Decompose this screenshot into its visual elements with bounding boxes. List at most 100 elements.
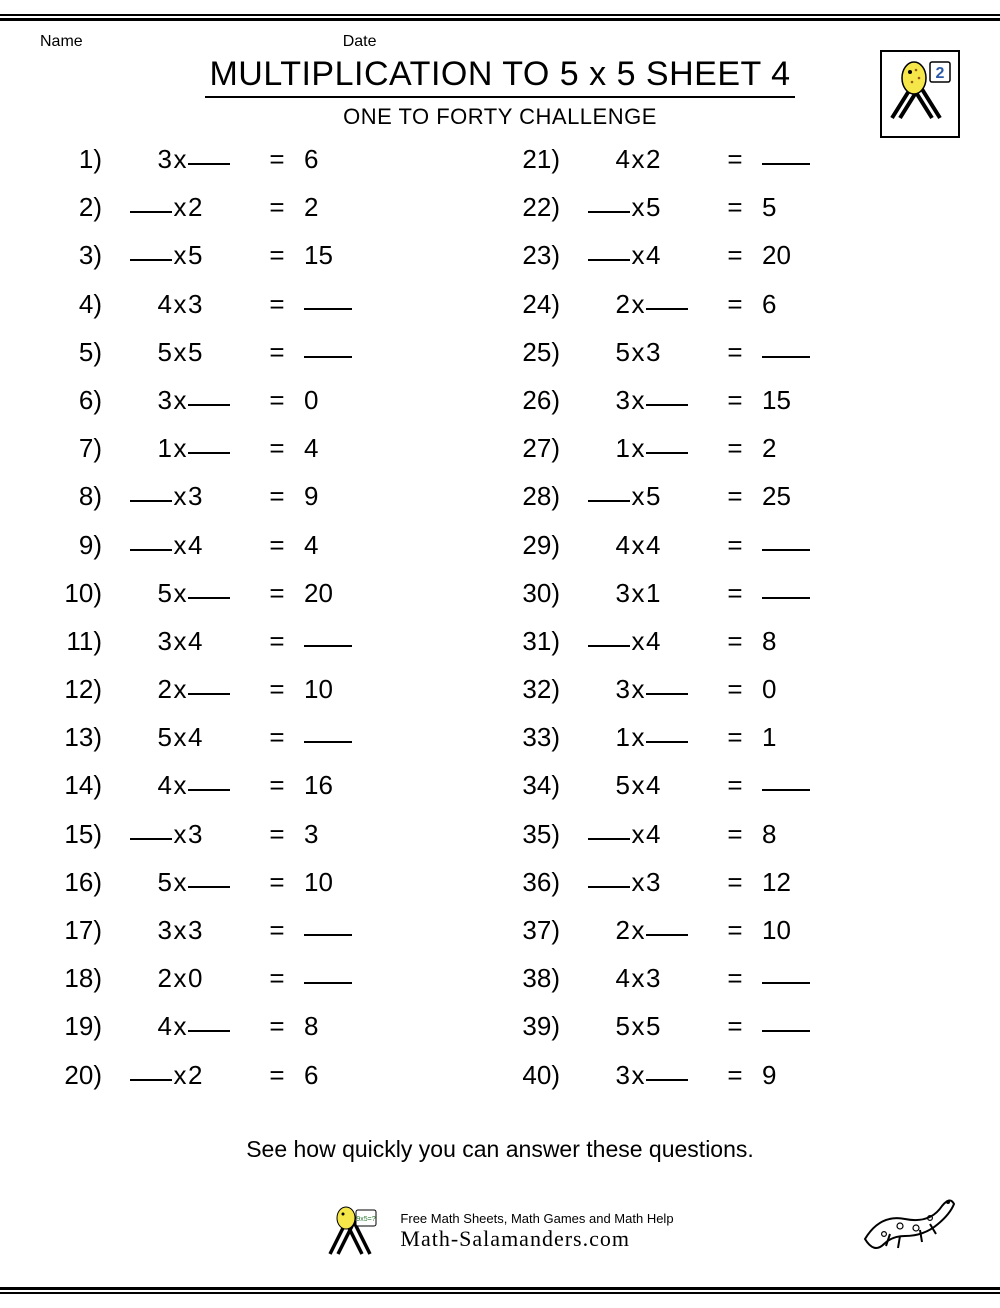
problem-number: 21) [510,144,566,175]
operand-a: 4 [566,530,630,561]
operand-a[interactable] [566,192,630,223]
operand-a[interactable] [108,192,172,223]
operator: x [630,1011,646,1042]
operand-b[interactable] [188,674,256,705]
worksheet-subtitle: ONE TO FORTY CHALLENGE [0,104,1000,130]
result[interactable] [298,963,358,994]
result: 20 [298,578,358,609]
operand-b: 3 [646,867,714,898]
operand-a[interactable] [566,819,630,850]
equals-sign: = [714,240,756,271]
result[interactable] [756,963,816,994]
result[interactable] [756,770,816,801]
brand-tagline: Free Math Sheets, Math Games and Math He… [400,1211,673,1226]
operand-a[interactable] [108,1060,172,1091]
operand-a: 5 [108,337,172,368]
problem-row: 21)4x2= [510,144,940,192]
operand-a[interactable] [108,819,172,850]
equals-sign: = [256,240,298,271]
operator: x [172,674,188,705]
result[interactable] [298,337,358,368]
operand-a[interactable] [566,626,630,657]
problem-number: 8) [52,481,108,512]
operand-b[interactable] [188,385,256,416]
operand-b[interactable] [188,1011,256,1042]
worksheet-title: MULTIPLICATION TO 5 x 5 SHEET 4 [205,55,794,98]
operand-b[interactable] [188,770,256,801]
operand-b: 4 [646,770,714,801]
operand-a[interactable] [108,240,172,271]
result[interactable] [756,530,816,561]
result[interactable] [298,289,358,320]
problem-number: 38) [510,963,566,994]
operand-a: 3 [566,674,630,705]
operand-a: 3 [108,915,172,946]
operand-b[interactable] [646,915,714,946]
result[interactable] [756,337,816,368]
equals-sign: = [714,192,756,223]
equals-sign: = [714,722,756,753]
result: 10 [298,674,358,705]
operand-b[interactable] [646,674,714,705]
operand-a: 5 [566,1011,630,1042]
operand-b: 5 [188,337,256,368]
result[interactable] [756,1011,816,1042]
operand-b: 4 [188,530,256,561]
operand-b[interactable] [646,385,714,416]
operand-b: 3 [188,819,256,850]
operand-a: 3 [566,578,630,609]
operand-b[interactable] [646,722,714,753]
result: 8 [756,819,816,850]
operand-b[interactable] [188,433,256,464]
operand-b[interactable] [188,867,256,898]
operator: x [630,481,646,512]
operand-a: 4 [108,1011,172,1042]
result[interactable] [756,578,816,609]
operator: x [172,337,188,368]
operand-a[interactable] [108,481,172,512]
problem-number: 24) [510,289,566,320]
operand-b: 5 [188,240,256,271]
result: 6 [298,1060,358,1091]
operand-b[interactable] [646,289,714,320]
equals-sign: = [714,674,756,705]
result[interactable] [298,915,358,946]
operand-b[interactable] [646,433,714,464]
problems-col-right: 21)4x2=22)x5=523)x4=2024)2x=625)5x3=26)3… [510,144,940,1108]
result: 20 [756,240,816,271]
operator: x [172,867,188,898]
problem-row: 20)x2=6 [52,1060,482,1108]
result: 6 [756,289,816,320]
operand-a[interactable] [566,481,630,512]
operator: x [172,770,188,801]
problem-number: 40) [510,1060,566,1091]
operand-b: 2 [188,192,256,223]
operand-a[interactable] [566,240,630,271]
operand-a[interactable] [108,530,172,561]
operator: x [172,433,188,464]
result: 3 [298,819,358,850]
result[interactable] [756,144,816,175]
problem-row: 1)3x=6 [52,144,482,192]
operand-b[interactable] [646,1060,714,1091]
operand-a: 3 [566,1060,630,1091]
salamander-icon [850,1184,960,1264]
operator: x [630,337,646,368]
operand-b: 5 [646,481,714,512]
operand-b[interactable] [188,144,256,175]
result[interactable] [298,626,358,657]
result[interactable] [298,722,358,753]
problem-row: 19)4x=8 [52,1011,482,1059]
operand-b[interactable] [188,578,256,609]
operand-a[interactable] [566,867,630,898]
equals-sign: = [714,433,756,464]
problem-number: 6) [52,385,108,416]
problem-row: 3)x5=15 [52,240,482,288]
operator: x [172,722,188,753]
operand-a: 2 [566,915,630,946]
grade-number-text: 2 [936,65,945,82]
problem-row: 33)1x=1 [510,722,940,770]
operator: x [172,240,188,271]
equals-sign: = [714,819,756,850]
operator: x [630,240,646,271]
